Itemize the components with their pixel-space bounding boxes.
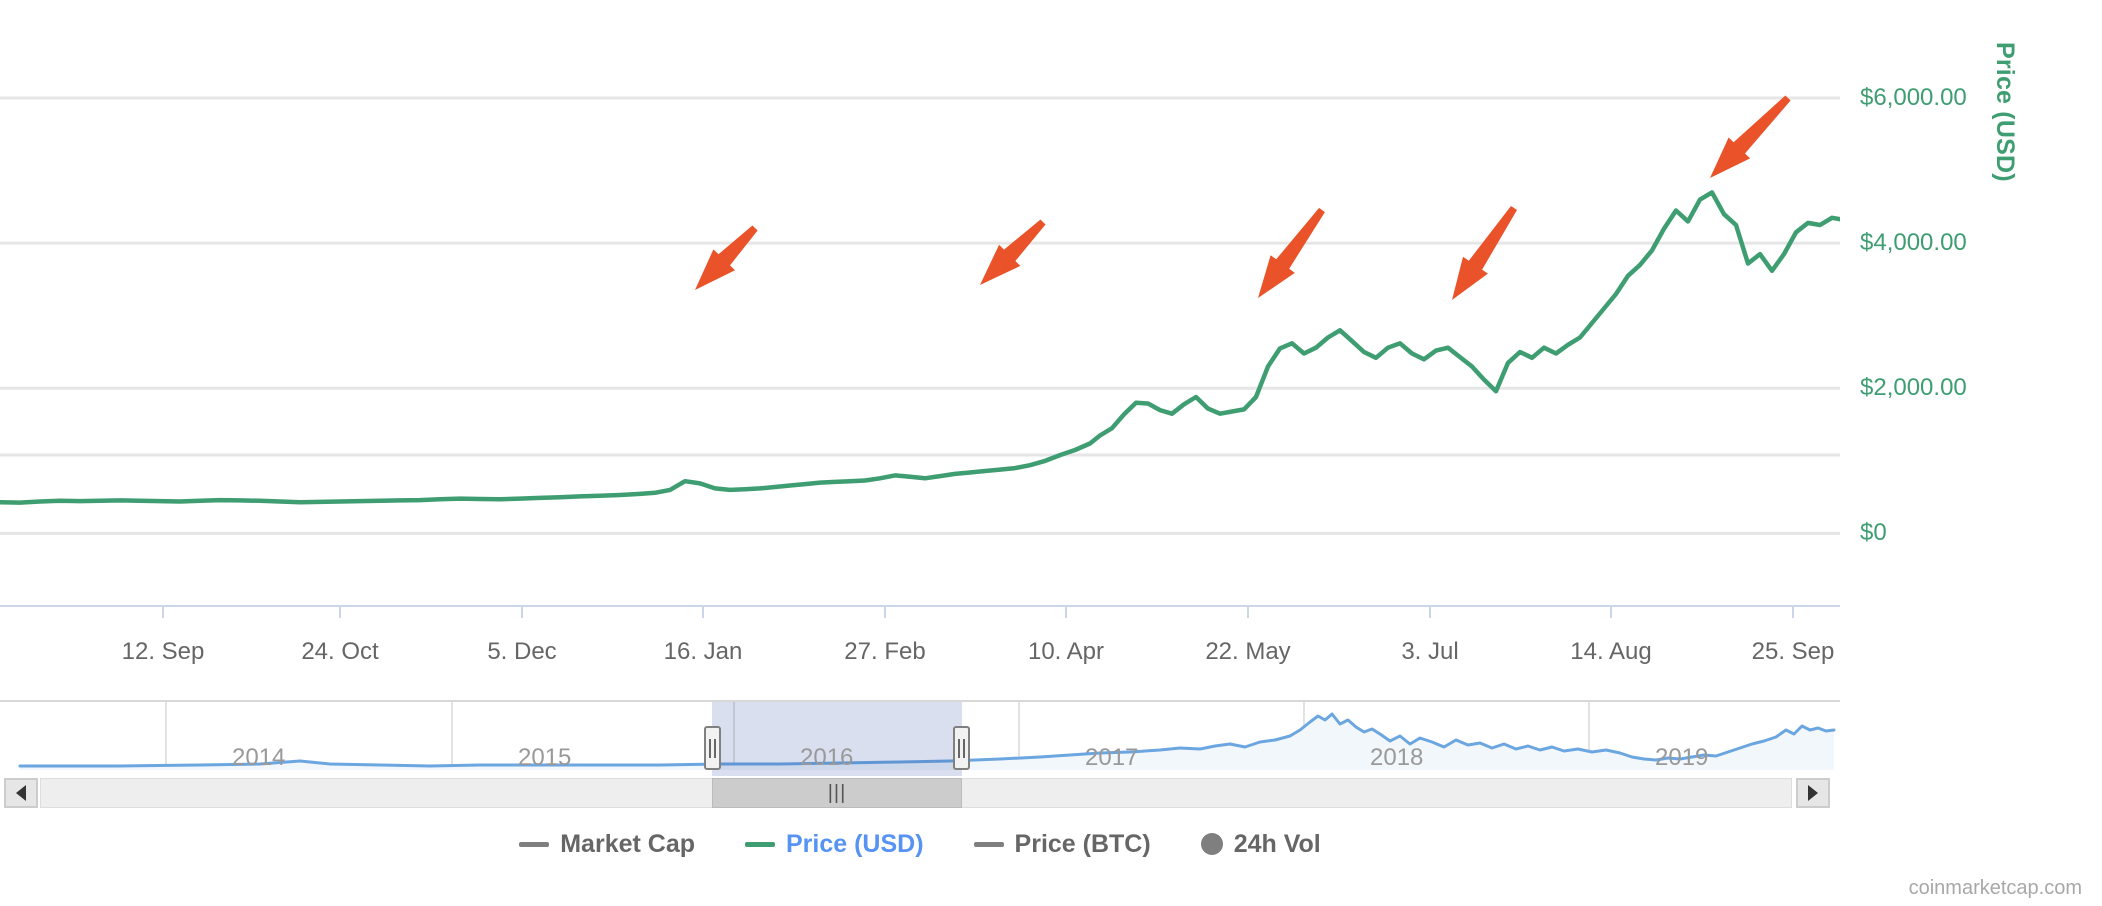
caret-right-icon — [1808, 785, 1818, 801]
y-axis-tick-label: $0 — [1860, 519, 1887, 547]
scrollbar-grip-icon: ||| — [827, 782, 847, 804]
legend-item-price-btc[interactable]: Price (BTC) — [973, 829, 1151, 859]
x-axis-ticks — [162, 606, 1794, 618]
annotation-arrow — [1452, 206, 1517, 300]
navigator-year-label: 2014 — [232, 744, 286, 771]
legend-label: Price (BTC) — [1014, 829, 1151, 858]
chart-legend[interactable]: Market Cap Price (USD) Price (BTC) 24h Vol — [0, 820, 1840, 868]
legend-item-market-cap[interactable]: Market Cap — [519, 830, 695, 859]
scrollbar-right-button[interactable] — [1796, 778, 1830, 808]
navigator-series-line — [18, 712, 1836, 768]
x-axis-tick-label: 10. Apr — [1027, 638, 1105, 665]
annotation-arrow — [980, 219, 1046, 285]
x-axis-tick-label: 16. Jan — [663, 638, 743, 665]
navigator-svg — [0, 700, 1840, 778]
x-axis-tick-label: 25. Sep — [1751, 638, 1835, 665]
x-axis-tick-label: 3. Jul — [1401, 638, 1459, 665]
annotation-arrow — [695, 225, 758, 290]
x-axis-tick-label: 22. May — [1205, 638, 1291, 665]
legend-label: 24h Vol — [1233, 829, 1321, 858]
price-usd-series-line — [0, 190, 1840, 505]
gridlines — [0, 96, 1840, 535]
price-chart-plot[interactable] — [0, 0, 1840, 620]
navigator-year-label: 2019 — [1655, 744, 1709, 771]
annotation-arrow — [1710, 95, 1791, 178]
legend-dash-icon — [519, 841, 550, 847]
navigator[interactable]: 2014 2015 2016 2017 2018 2019 — [0, 700, 1840, 778]
y-axis-labels: $0 $2,000.00 $4,000.00 $6,000.00 — [1860, 0, 2010, 620]
x-axis-tick-label: 12. Sep — [121, 638, 205, 665]
navigator-year-label: 2015 — [518, 744, 572, 771]
y-axis-tick-label: $4,000.00 — [1860, 229, 1967, 257]
y-axis-tick-label: $6,000.00 — [1860, 84, 1967, 112]
legend-dash-icon — [745, 841, 775, 847]
caret-left-icon — [16, 785, 26, 801]
navigator-year-label: 2018 — [1370, 744, 1424, 771]
navigator-selected-range[interactable] — [712, 702, 962, 776]
legend-dot-icon — [1200, 833, 1223, 855]
navigator-handle-right[interactable] — [953, 726, 970, 770]
navigator-year-label: 2016 — [800, 744, 854, 771]
watermark-source: coinmarketcap.com — [1908, 877, 2082, 899]
y-axis-tick-label: $2,000.00 — [1860, 374, 1967, 402]
x-axis-labels: 12. Sep 24. Oct 5. Dec 16. Jan 27. Feb 10. Ap… — [0, 618, 1840, 668]
x-axis-tick-label: 5. Dec — [487, 638, 557, 665]
x-axis-tick-label: 27. Feb — [844, 638, 926, 665]
legend-item-24h-vol[interactable]: 24h Vol — [1200, 829, 1321, 859]
price-chart-svg — [0, 95, 1840, 618]
navigator-year-label: 2017 — [1085, 744, 1139, 771]
legend-label: Price (USD) — [786, 829, 924, 858]
scrollbar-left-button[interactable] — [4, 778, 38, 808]
legend-label: Market Cap — [560, 829, 695, 858]
x-axis-tick-label: 24. Oct — [301, 638, 379, 665]
legend-dash-icon — [973, 841, 1004, 847]
navigator-area-fill — [20, 714, 1834, 770]
scrollbar-thumb[interactable]: ||| — [712, 778, 962, 808]
x-axis-tick-label: 14. Aug — [1570, 638, 1652, 665]
navigator-scrollbar[interactable]: ||| — [0, 778, 1840, 808]
annotation-arrows — [695, 95, 1791, 300]
legend-item-price-usd[interactable]: Price (USD) — [745, 830, 924, 859]
navigator-handle-left[interactable] — [704, 726, 721, 770]
annotation-arrow — [1258, 207, 1325, 298]
y-axis-title: Price (USD) — [1991, 42, 2019, 182]
